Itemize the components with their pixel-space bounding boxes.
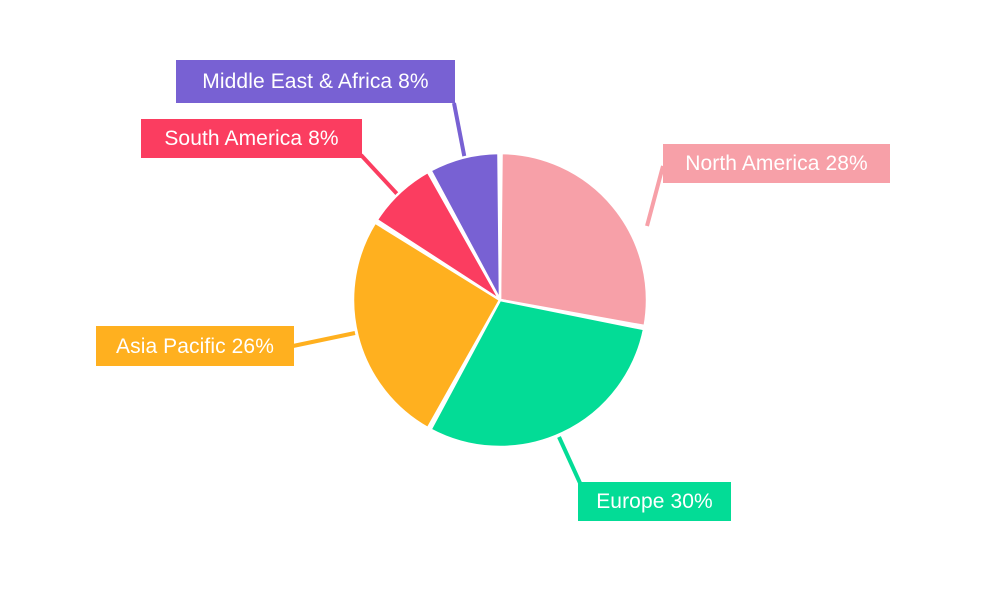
callout-label-middle-east-africa[interactable]: Middle East & Africa 8% [176,60,455,103]
pie-slice-asia-pacific[interactable] [351,221,502,430]
pie-slice-middle-east-africa[interactable] [429,151,502,302]
callout-label-north-america[interactable]: North America 28% [663,144,890,183]
leader-line-north-america [645,165,665,227]
callout-label-asia-pacific[interactable]: Asia Pacific 26% [96,326,294,366]
callout-label-europe[interactable]: Europe 30% [578,482,731,521]
pie-slice-europe[interactable] [429,298,646,449]
leader-line-middle-east-africa [452,102,468,166]
callout-label-south-america[interactable]: South America 8% [141,119,362,158]
pie-slice-south-america[interactable] [375,170,502,302]
pie-slices-group [351,151,649,449]
pie-slice-north-america[interactable] [498,151,649,328]
leader-line-asia-pacific [292,331,356,348]
leader-line-europe [557,436,582,484]
